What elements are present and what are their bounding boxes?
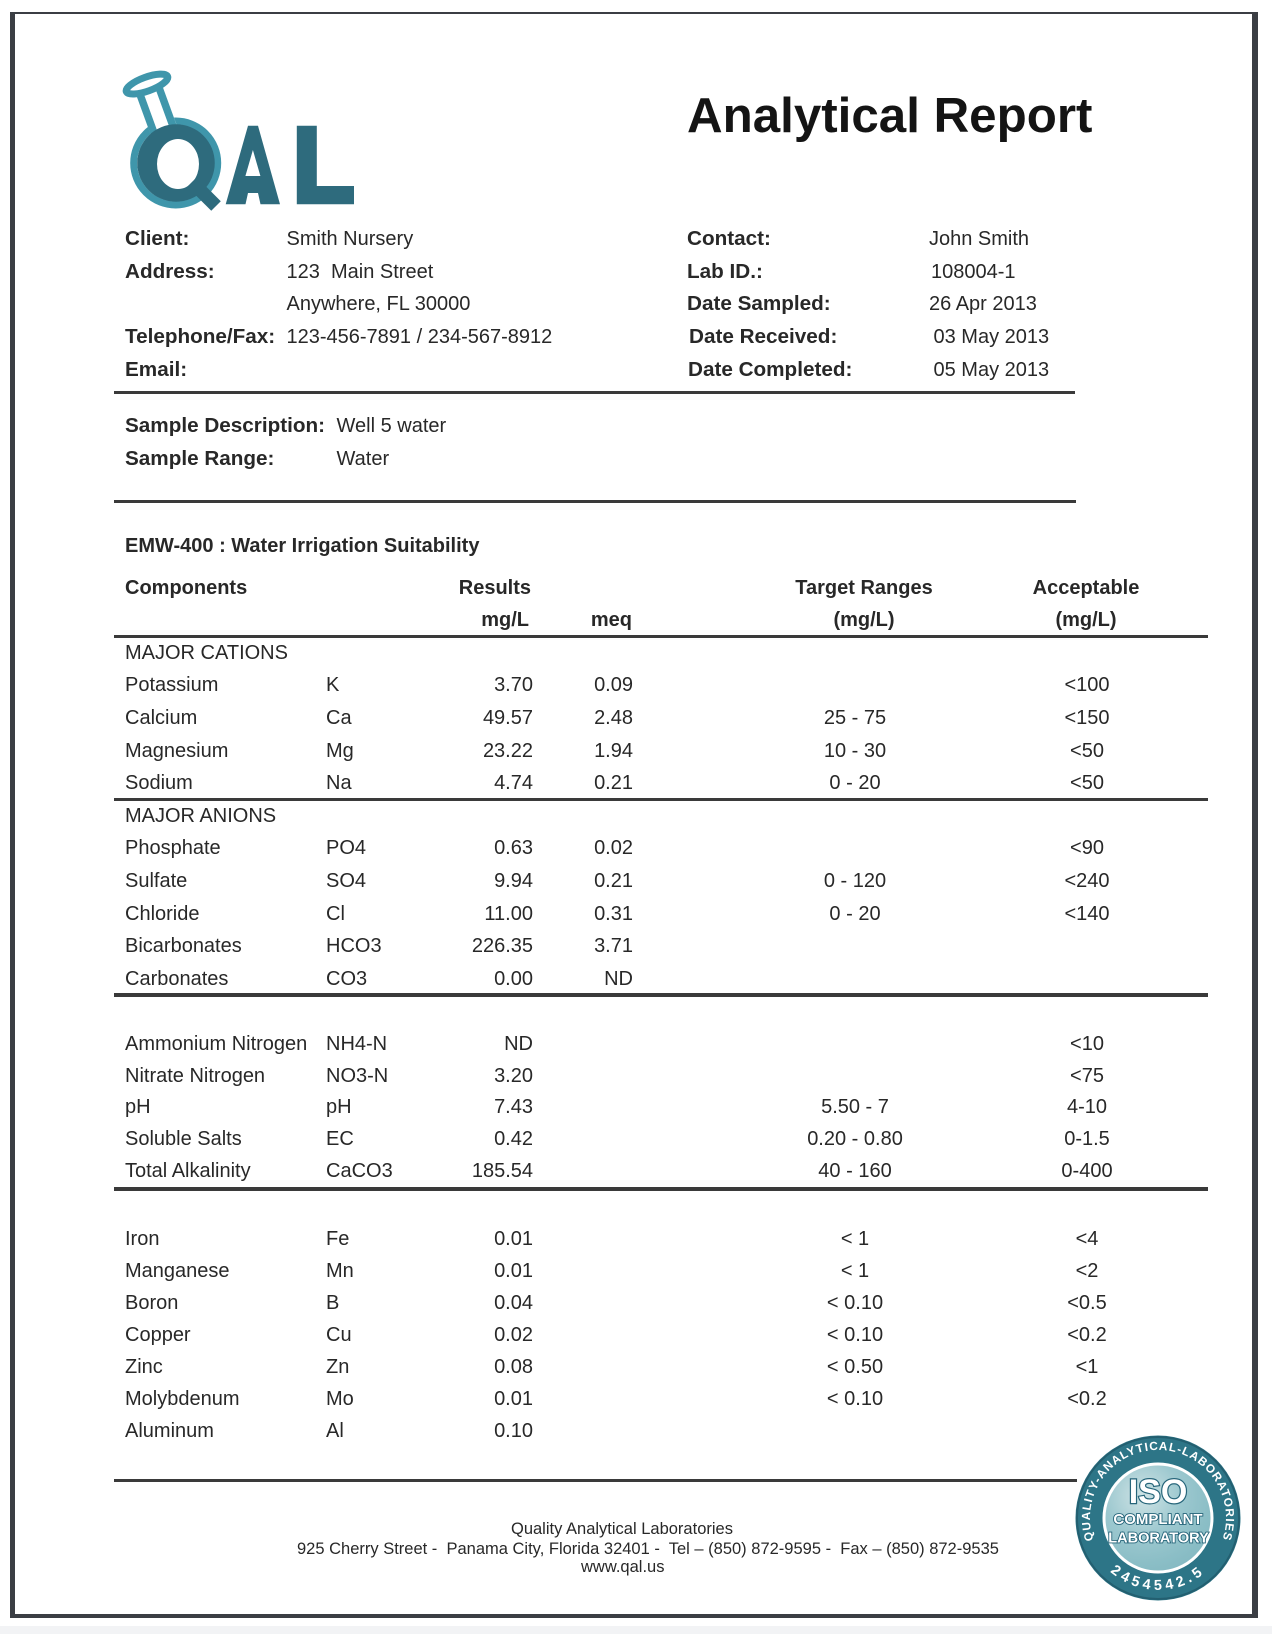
- svg-text:LABORATORY: LABORATORY: [1108, 1531, 1209, 1547]
- svg-text:COMPLIANT: COMPLIANT: [1113, 1511, 1202, 1528]
- svg-text:ISO: ISO: [1129, 1473, 1188, 1511]
